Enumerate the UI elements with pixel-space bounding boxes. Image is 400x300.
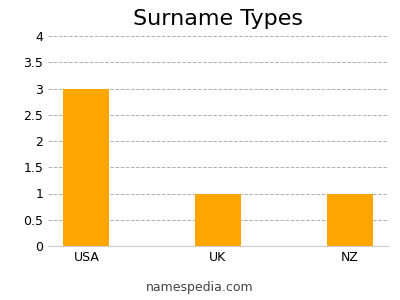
Title: Surname Types: Surname Types — [133, 9, 303, 29]
Bar — [195, 194, 241, 246]
Text: namespedia.com: namespedia.com — [146, 281, 254, 294]
Bar — [326, 194, 372, 246]
Bar — [64, 88, 110, 246]
